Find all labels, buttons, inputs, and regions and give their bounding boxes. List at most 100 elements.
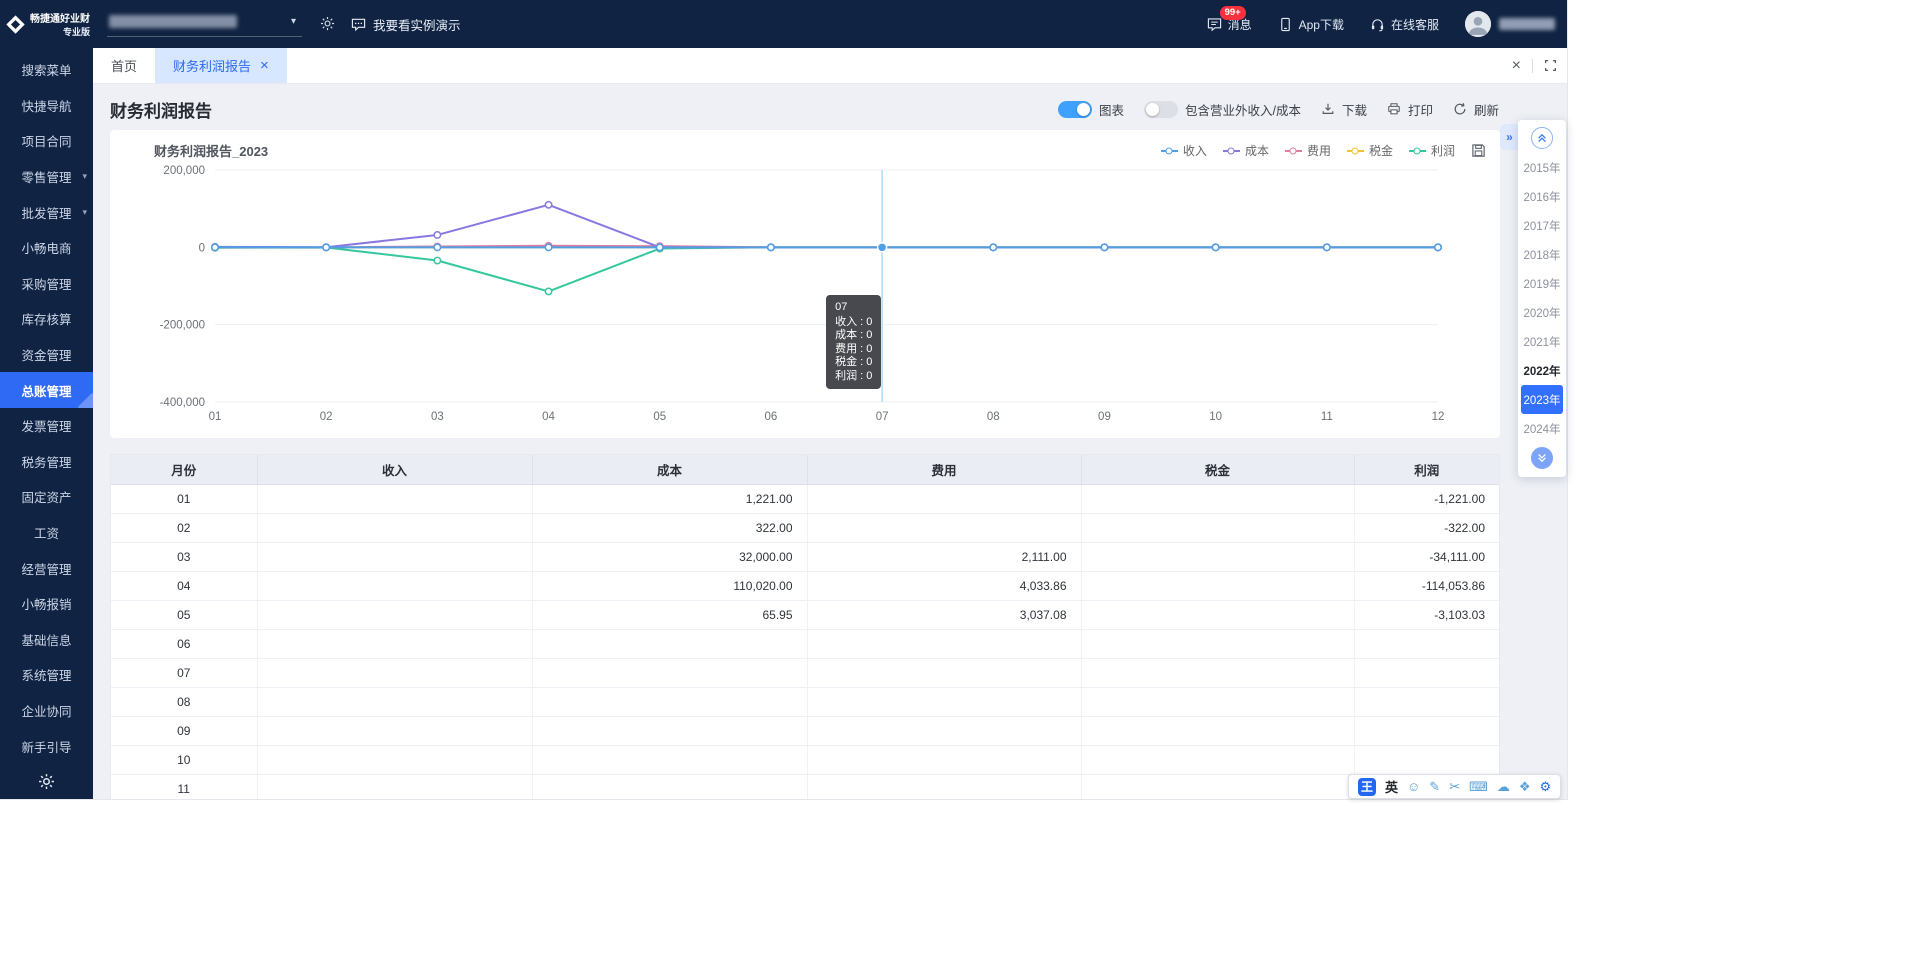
table-cell: -3,103.03 <box>1354 600 1499 630</box>
keyboard-icon[interactable]: ⌨ <box>1469 779 1488 794</box>
legend-item[interactable]: 费用 <box>1284 142 1331 159</box>
sidebar-item[interactable]: 固定资产 <box>0 479 93 515</box>
legend-item[interactable]: 收入 <box>1160 142 1207 159</box>
chart-toggle[interactable] <box>1057 100 1092 118</box>
scroll-years-up-button[interactable] <box>1531 127 1553 149</box>
avatar <box>1465 11 1491 37</box>
sidebar-item[interactable]: 小畅报销 <box>0 586 93 622</box>
sidebar-item[interactable]: 资金管理 <box>0 337 93 373</box>
year-item[interactable]: 2022年 <box>1523 365 1561 378</box>
legend-mark-icon <box>1284 149 1302 152</box>
sidebar-item[interactable]: 系统管理 <box>0 657 93 693</box>
tab[interactable]: 财务利润报告 × <box>155 48 287 83</box>
legend-item[interactable]: 成本 <box>1222 142 1269 159</box>
fullscreen-icon[interactable] <box>1544 59 1557 72</box>
messages-button[interactable]: 消息 99+ <box>1207 5 1252 33</box>
toolbox-icon[interactable]: ⚙ <box>1539 779 1552 794</box>
svg-text:01: 01 <box>209 411 222 423</box>
sidebar-item-label: 库存核算 <box>21 313 72 328</box>
page-header: 财务利润报告 图表 包含营业外收入/成本 下载 <box>110 92 1499 126</box>
table-cell <box>1081 600 1355 630</box>
year-item[interactable]: 2023年 <box>1521 385 1563 414</box>
sidebar-item[interactable]: 项目合同 <box>0 123 93 159</box>
page-content: 财务利润报告 图表 包含营业外收入/成本 下载 <box>93 84 1567 799</box>
table-row: 06 <box>111 629 1499 659</box>
table-cell <box>1081 658 1355 688</box>
year-item[interactable]: 2024年 <box>1523 423 1561 436</box>
table-cell <box>532 745 808 775</box>
sidebar-item[interactable]: 总账管理 <box>0 372 93 408</box>
app-download-button[interactable]: App下载 <box>1278 16 1344 33</box>
sidebar-settings-gear-icon[interactable] <box>0 764 93 799</box>
sidebar-item[interactable]: 企业协同 <box>0 693 93 729</box>
user-menu[interactable] <box>1465 11 1555 37</box>
table-cell <box>807 716 1082 746</box>
sidebar-item[interactable]: 搜索菜单 <box>0 52 93 88</box>
tab[interactable]: 首页 <box>93 48 155 83</box>
table-cell <box>807 687 1082 717</box>
column-header: 月份 <box>111 455 258 485</box>
table-cell <box>1354 658 1499 688</box>
print-button[interactable]: 打印 <box>1387 100 1433 119</box>
online-support-button[interactable]: 在线客服 <box>1370 16 1439 33</box>
sidebar-item[interactable]: 新手引导 <box>0 728 93 764</box>
profit-line-chart[interactable]: 200,000 0 -200,000 -400,000 01 02 03 04 05 06 07 08… <box>110 162 1500 432</box>
cloud-icon[interactable]: ☁ <box>1496 779 1510 794</box>
sidebar-item[interactable]: 采购管理 <box>0 266 93 302</box>
sidebar-item[interactable]: 快捷导航 <box>0 88 93 124</box>
table-cell <box>257 542 533 572</box>
topbar: ▾ 我要看实例演示 消息 99+ Ap <box>93 0 1567 48</box>
close-all-tabs-icon[interactable]: × <box>1511 56 1521 74</box>
sidebar-item[interactable]: 小畅电商 <box>0 230 93 266</box>
sidebar-item-label: 企业协同 <box>21 704 72 719</box>
emoji-icon[interactable]: ☺ <box>1407 779 1421 794</box>
ime-language-mode[interactable]: 英 <box>1385 780 1399 795</box>
sidebar-item-label: 基础信息 <box>21 633 72 648</box>
year-item[interactable]: 2020年 <box>1523 307 1561 320</box>
sidebar-item[interactable]: 税务管理 <box>0 444 93 480</box>
download-button[interactable]: 下载 <box>1321 100 1367 119</box>
sidebar-item[interactable]: 工资 <box>0 515 93 551</box>
legend-item[interactable]: 税金 <box>1346 142 1393 159</box>
sidebar-item[interactable]: 发票管理 <box>0 408 93 444</box>
table-row: 04 110,020.00 4,033.86 -114,053.86 <box>111 571 1499 601</box>
screenshot-icon[interactable]: ✂ <box>1449 779 1461 794</box>
svg-text:12: 12 <box>1432 411 1445 423</box>
year-item[interactable]: 2019年 <box>1523 278 1561 291</box>
skin-icon[interactable]: ❖ <box>1518 779 1531 794</box>
sidebar-item-label: 项目合同 <box>21 135 72 150</box>
scroll-years-down-button[interactable] <box>1531 447 1553 469</box>
legend-label: 成本 <box>1244 144 1269 158</box>
close-icon[interactable]: × <box>260 57 269 74</box>
table-row: 07 <box>111 658 1499 688</box>
settings-gear-icon[interactable] <box>320 15 335 33</box>
table-cell: 03 <box>111 542 258 572</box>
collapse-year-panel-handle[interactable]: » <box>1500 124 1519 150</box>
sidebar-item[interactable]: 库存核算 <box>0 301 93 337</box>
table-cell <box>807 484 1082 514</box>
company-selector[interactable]: ▾ <box>107 11 302 37</box>
ime-logo[interactable]: 王 <box>1358 777 1376 796</box>
handwriting-icon[interactable]: ✎ <box>1429 779 1441 794</box>
table-cell <box>257 571 533 601</box>
sidebar-item[interactable]: 批发管理 ▾ <box>0 194 93 230</box>
sidebar-item[interactable]: 经营管理 <box>0 550 93 586</box>
year-item[interactable]: 2015年 <box>1523 162 1561 175</box>
nonoperating-toggle[interactable] <box>1143 100 1178 118</box>
sidebar: 畅捷通好业财 专业版 搜索菜单 快捷导航 项目合同 零售管理 ▾ 批发管理 ▾ 小畅电商 采购管… <box>0 0 93 799</box>
table-cell: 02 <box>111 513 258 543</box>
sidebar-item[interactable]: 零售管理 ▾ <box>0 159 93 195</box>
demo-link[interactable]: 我要看实例演示 <box>351 15 461 34</box>
refresh-button[interactable]: 刷新 <box>1453 100 1499 119</box>
year-item[interactable]: 2016年 <box>1523 191 1561 204</box>
legend-item[interactable]: 利润 <box>1408 142 1455 159</box>
year-item[interactable]: 2018年 <box>1523 249 1561 262</box>
profit-chart-card: 财务利润报告_2023 收入 成本 费用 税金 利润 200,000 0 -200,000 -… <box>110 130 1500 438</box>
svg-text:200,000: 200,000 <box>163 165 205 177</box>
year-item[interactable]: 2021年 <box>1523 336 1561 349</box>
sidebar-item[interactable]: 基础信息 <box>0 622 93 658</box>
svg-text:04: 04 <box>542 411 555 423</box>
year-item[interactable]: 2017年 <box>1523 220 1561 233</box>
table-cell <box>1081 716 1355 746</box>
save-chart-image-icon[interactable] <box>1471 142 1486 160</box>
